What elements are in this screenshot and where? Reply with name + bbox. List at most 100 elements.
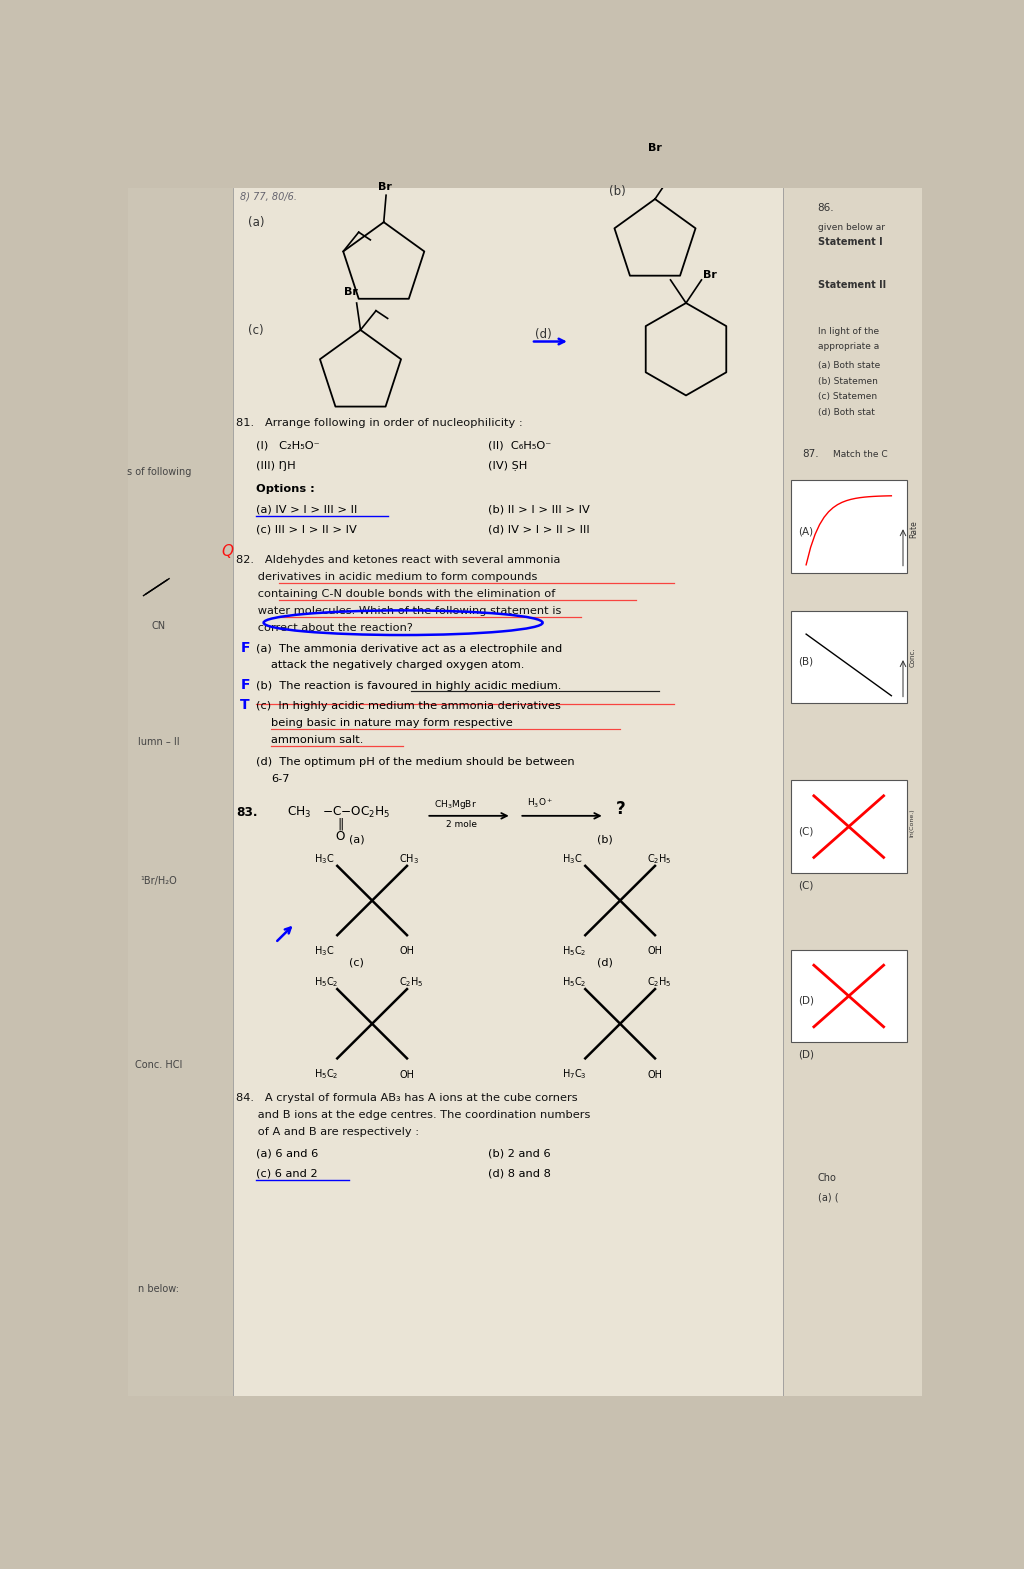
Text: (b) II > I > III > IV: (b) II > I > III > IV — [488, 505, 590, 515]
Text: ?: ? — [616, 800, 626, 817]
Bar — [791, 780, 907, 872]
Text: s of following: s of following — [127, 468, 191, 477]
Text: Conc. HCI: Conc. HCI — [135, 1061, 182, 1070]
Text: 87.: 87. — [802, 449, 819, 460]
Text: H$_5$C$_2$: H$_5$C$_2$ — [562, 945, 587, 959]
Text: (a) Both state: (a) Both state — [818, 361, 880, 370]
Text: (b): (b) — [597, 835, 612, 844]
Text: CH$_3$: CH$_3$ — [287, 805, 311, 821]
Text: CH$_3$MgBr: CH$_3$MgBr — [434, 797, 477, 811]
Text: water molecules. Which of the following statement is: water molecules. Which of the following … — [237, 606, 562, 617]
Text: (B): (B) — [799, 657, 813, 667]
Text: 8) 77, 80/6.: 8) 77, 80/6. — [241, 191, 297, 201]
Text: H$_3$O$^+$: H$_3$O$^+$ — [527, 797, 553, 810]
Text: (a): (a) — [349, 835, 365, 844]
Text: F: F — [241, 678, 250, 692]
Text: (d) Both stat: (d) Both stat — [818, 408, 874, 417]
Text: lumn – II: lumn – II — [138, 737, 180, 747]
Text: F: F — [241, 640, 250, 654]
Text: C$_2$H$_5$: C$_2$H$_5$ — [647, 976, 672, 988]
Text: Cho: Cho — [818, 1172, 837, 1183]
Bar — [791, 480, 907, 573]
Text: OH: OH — [399, 946, 415, 957]
Text: given below ar: given below ar — [818, 223, 885, 232]
Text: O: O — [336, 830, 345, 844]
Text: 2 mole: 2 mole — [445, 821, 477, 830]
Text: (D): (D) — [799, 996, 814, 1006]
Text: attack the negatively charged oxygen atom.: attack the negatively charged oxygen ato… — [271, 661, 524, 670]
Text: OH: OH — [647, 946, 663, 957]
Text: derivatives in acidic medium to form compounds: derivatives in acidic medium to form com… — [237, 573, 538, 582]
Text: ln(Cone.): ln(Cone.) — [909, 808, 914, 836]
Text: (d) IV > I > II > III: (d) IV > I > II > III — [488, 526, 590, 535]
Text: (a): (a) — [248, 217, 264, 229]
Text: H$_3$C: H$_3$C — [562, 852, 583, 866]
Text: (a)  The ammonia derivative act as a electrophile and: (a) The ammonia derivative act as a elec… — [256, 643, 562, 654]
Text: (c): (c) — [349, 959, 364, 968]
Text: T: T — [241, 698, 250, 712]
Text: (c) Statemen: (c) Statemen — [818, 392, 877, 402]
Text: of A and B are respectively :: of A and B are respectively : — [237, 1127, 420, 1136]
Text: (d): (d) — [535, 328, 552, 340]
Text: In light of the: In light of the — [818, 326, 879, 336]
Text: containing C-N double bonds with the elimination of: containing C-N double bonds with the eli… — [237, 590, 556, 599]
Text: correct about the reaction?: correct about the reaction? — [237, 623, 414, 634]
Text: H$_5$C$_2$: H$_5$C$_2$ — [562, 976, 587, 988]
Text: 6-7: 6-7 — [271, 774, 290, 784]
Bar — [791, 949, 907, 1042]
Text: Match the C: Match the C — [834, 450, 888, 460]
Text: CN: CN — [152, 621, 166, 631]
Text: 83.: 83. — [237, 806, 258, 819]
Text: H$_5$C$_2$: H$_5$C$_2$ — [314, 976, 339, 988]
Text: ¹Br/H₂O: ¹Br/H₂O — [140, 876, 177, 885]
Bar — [128, 188, 232, 1396]
Text: CH$_3$: CH$_3$ — [399, 852, 419, 866]
Text: (III) ŊH: (III) ŊH — [256, 461, 296, 471]
Text: Br: Br — [648, 143, 662, 154]
Text: (c)  In highly acidic medium the ammonia derivatives: (c) In highly acidic medium the ammonia … — [256, 701, 561, 711]
Text: Br: Br — [344, 287, 358, 297]
Text: C$_2$H$_5$: C$_2$H$_5$ — [647, 852, 672, 866]
Bar — [232, 188, 783, 1396]
Text: (d)  The optimum pH of the medium should be between: (d) The optimum pH of the medium should … — [256, 756, 574, 767]
Text: (A): (A) — [799, 526, 813, 537]
Text: 82.   Aldehydes and ketones react with several ammonia: 82. Aldehydes and ketones react with sev… — [237, 555, 561, 565]
Text: Statement II: Statement II — [818, 279, 886, 290]
Text: Br: Br — [703, 270, 717, 281]
Text: appropriate a: appropriate a — [818, 342, 879, 351]
Text: C$_2$H$_5$: C$_2$H$_5$ — [399, 976, 424, 988]
Text: n below:: n below: — [138, 1283, 179, 1293]
Text: (d) 8 and 8: (d) 8 and 8 — [488, 1169, 551, 1178]
Bar — [783, 188, 922, 1396]
Text: (D): (D) — [799, 1050, 814, 1059]
Text: OH: OH — [399, 1070, 415, 1079]
Text: (a) 6 and 6: (a) 6 and 6 — [256, 1149, 318, 1158]
Text: Conc.: Conc. — [909, 648, 915, 667]
Text: 86.: 86. — [818, 202, 835, 213]
Text: (c) 6 and 2: (c) 6 and 2 — [256, 1169, 317, 1178]
Text: (b) Statemen: (b) Statemen — [818, 377, 878, 386]
Text: H$_3$C: H$_3$C — [314, 945, 334, 959]
Text: H$_3$C: H$_3$C — [314, 852, 334, 866]
Bar — [791, 610, 907, 703]
Text: and B ions at the edge centres. The coordination numbers: and B ions at the edge centres. The coor… — [237, 1109, 591, 1120]
Text: (II)  C₆H₅O⁻: (II) C₆H₅O⁻ — [488, 441, 552, 450]
Text: Br: Br — [378, 182, 391, 191]
Text: $\|$: $\|$ — [337, 816, 344, 832]
Text: (C): (C) — [799, 880, 814, 890]
Text: 84.   A crystal of formula AB₃ has A ions at the cube corners: 84. A crystal of formula AB₃ has A ions … — [237, 1092, 579, 1103]
Text: (c): (c) — [248, 323, 264, 337]
Text: (b) 2 and 6: (b) 2 and 6 — [488, 1149, 551, 1158]
Text: (IV) ṢH: (IV) ṢH — [488, 461, 527, 471]
Text: Q: Q — [221, 544, 233, 559]
Text: being basic in nature may form respective: being basic in nature may form respectiv… — [271, 719, 513, 728]
Text: (b): (b) — [608, 185, 626, 198]
Text: $-$C$-$OC$_2$H$_5$: $-$C$-$OC$_2$H$_5$ — [322, 805, 390, 821]
Text: (a) (: (a) ( — [818, 1192, 839, 1202]
Text: ammonium salt.: ammonium salt. — [271, 734, 364, 745]
Text: H$_5$C$_2$: H$_5$C$_2$ — [314, 1067, 339, 1081]
Text: (d): (d) — [597, 959, 612, 968]
Text: (a) IV > I > III > II: (a) IV > I > III > II — [256, 505, 357, 515]
Text: (c) III > I > II > IV: (c) III > I > II > IV — [256, 526, 356, 535]
Text: Statement I: Statement I — [818, 237, 883, 248]
